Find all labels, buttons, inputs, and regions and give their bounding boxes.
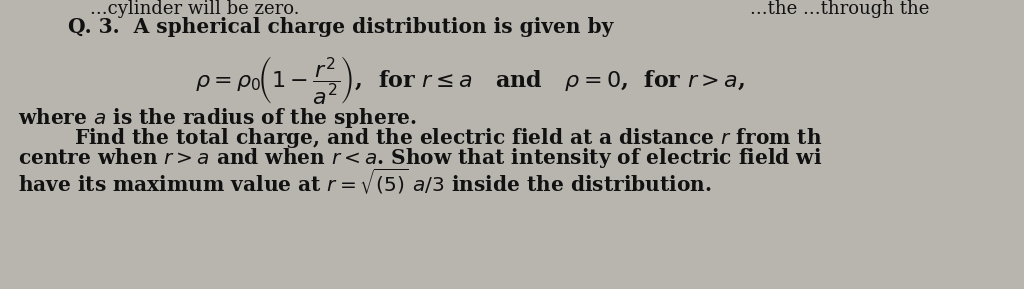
Text: centre when $r > a$ and when $r < a$. Show that intensity of electric field wi: centre when $r > a$ and when $r < a$. Sh… xyxy=(18,146,822,170)
Text: ...cylinder will be zero.: ...cylinder will be zero. xyxy=(90,0,299,18)
Text: Find the total charge, and the electric field at a distance $r$ from th: Find the total charge, and the electric … xyxy=(18,126,822,150)
Text: $\rho = \rho_0\!\left(1 - \dfrac{r^2}{a^2}\right)$,  for $r \leq a$   and   $\rh: $\rho = \rho_0\!\left(1 - \dfrac{r^2}{a^… xyxy=(195,54,745,106)
Text: ...the ...through the: ...the ...through the xyxy=(750,0,930,18)
Text: Q. 3.  A spherical charge distribution is given by: Q. 3. A spherical charge distribution is… xyxy=(68,17,613,37)
Text: where $a$ is the radius of the sphere.: where $a$ is the radius of the sphere. xyxy=(18,106,417,130)
Text: have its maximum value at $r = \sqrt{(5)}\; a/3$ inside the distribution.: have its maximum value at $r = \sqrt{(5)… xyxy=(18,166,712,196)
